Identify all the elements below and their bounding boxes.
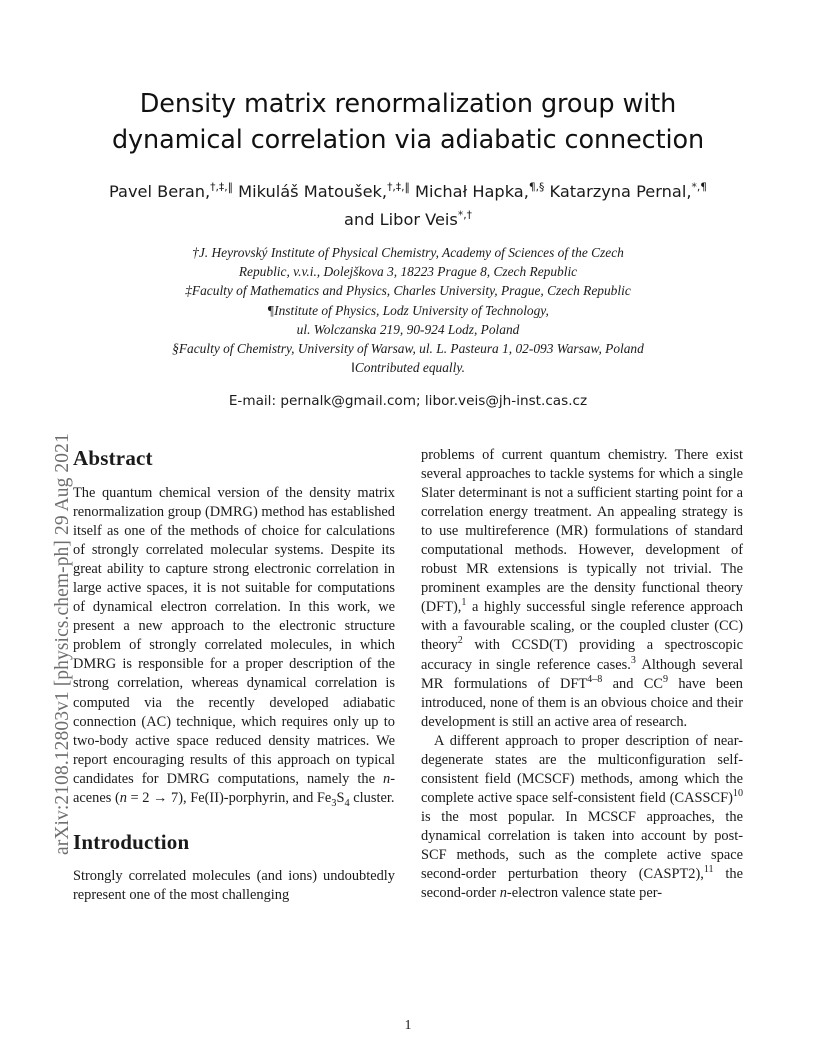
- author-beran: Pavel Beran,: [108, 182, 211, 201]
- title-line-2: dynamical correlation via adiabatic conn…: [111, 125, 705, 155]
- intro-text-part-6: have been introduced, none of them is an…: [421, 675, 744, 730]
- abstract-text-part-3: = 2 → 7), Fe(II)-porphyrin, and Fe: [126, 789, 332, 806]
- left-column: Abstract The quantum chemical version of…: [73, 446, 395, 905]
- author-beran-affiliation-marks: †,‡,‖: [210, 180, 233, 194]
- author-hapka-affiliation-marks: ¶,§: [528, 180, 545, 194]
- introduction-paragraph-1-left: Strongly correlated molecules (and ions)…: [73, 867, 395, 903]
- intro2-math-n: n: [499, 885, 507, 902]
- abstract-text-part-1: The quantum chemical version of the dens…: [73, 485, 395, 787]
- citation-ref[interactable]: 10: [732, 788, 743, 800]
- page-number: 1: [404, 1018, 412, 1033]
- intro2-text-part-4: -electron valence state per-: [506, 885, 663, 902]
- contact-email[interactable]: E-mail: pernalk@gmail.com; libor.veis@jh…: [228, 393, 588, 409]
- intro2-text-part-2: is the most popular. In MCSCF approaches…: [421, 808, 743, 883]
- intro-text-part-1: problems of current quantum chemistry. T…: [421, 447, 743, 616]
- author-list: Pavel Beran,†,‡,‖ Mikuláš Matoušek,†,‡,‖…: [78, 178, 738, 234]
- abstract-heading: Abstract: [73, 446, 153, 470]
- citation-ref[interactable]: 11: [703, 864, 714, 876]
- citation-ref[interactable]: 3: [630, 654, 636, 666]
- abstract-math-n: n: [119, 789, 127, 806]
- affiliation-line: †J. Heyrovský Institute of Physical Chem…: [192, 245, 624, 260]
- introduction-paragraph-1-right: problems of current quantum chemistry. T…: [421, 446, 743, 732]
- author-hapka: Michał Hapka,: [409, 182, 529, 201]
- citation-ref[interactable]: 1: [461, 597, 467, 609]
- abstract-text-part-2: -acenes (: [73, 770, 395, 806]
- intro2-text-part-3: the second-order: [421, 866, 743, 902]
- citation-ref[interactable]: 4–8: [587, 673, 603, 685]
- author-matousek: Mikuláš Matoušek,: [233, 182, 388, 201]
- affiliation-line: ‡Faculty of Mathematics and Physics, Cha…: [185, 283, 631, 299]
- author-pernal: Katarzyna Pernal,: [544, 182, 692, 201]
- author-veis-affiliation-marks: *,†: [457, 208, 472, 222]
- right-column: problems of current quantum chemistry. T…: [421, 446, 743, 903]
- citation-ref[interactable]: 9: [662, 673, 668, 685]
- intro-text-part-5: and CC: [602, 675, 663, 692]
- title-line-1: Density matrix renormalization group wit…: [139, 89, 677, 119]
- page-title: Density matrix renormalization group wit…: [88, 86, 728, 158]
- affiliation-line: Republic, v.v.i., Dolejškova 3, 18223 Pr…: [238, 264, 578, 280]
- introduction-paragraph-2: A different approach to proper descripti…: [421, 732, 743, 903]
- intro-text-part-3: with CCSD(T) providing a spectroscopic a…: [421, 637, 743, 673]
- author-pernal-affiliation-marks: *,¶: [691, 180, 708, 194]
- affiliation-line: ¶Institute of Physics, Lodz University o…: [267, 302, 549, 318]
- abstract-text-part-4: S: [336, 789, 345, 806]
- affiliation-line: ‖Contributed equally.: [351, 360, 465, 376]
- intro-text-part-2: a highly successful single reference app…: [421, 599, 743, 654]
- intro-text-part-4: Although several MR formulations of DFT: [421, 656, 744, 692]
- abstract-math-n: n: [383, 770, 391, 787]
- affiliation-list: †J. Heyrovský Institute of Physical Chem…: [78, 243, 738, 377]
- author-veis: and Libor Veis: [344, 210, 458, 229]
- introduction-heading: Introduction: [73, 829, 190, 854]
- affiliation-line: §Faculty of Chemistry, University of War…: [172, 341, 644, 357]
- affiliation-line: ul. Wolczanska 219, 90-924 Lodz, Poland: [296, 321, 520, 337]
- citation-ref[interactable]: 2: [457, 635, 463, 647]
- abstract-text-part-5: cluster.: [349, 789, 395, 806]
- intro2-text-part-1: A different approach to proper descripti…: [421, 732, 743, 806]
- arxiv-stamp: arXiv:2108.12803v1 [physics.chem-ph] 29 …: [52, 433, 73, 855]
- abstract-chem-subscript: 3: [331, 797, 337, 809]
- abstract-chem-subscript: 4: [344, 797, 350, 809]
- abstract-paragraph: The quantum chemical version of the dens…: [73, 484, 395, 808]
- author-matousek-affiliation-marks: †,‡,‖: [387, 180, 410, 194]
